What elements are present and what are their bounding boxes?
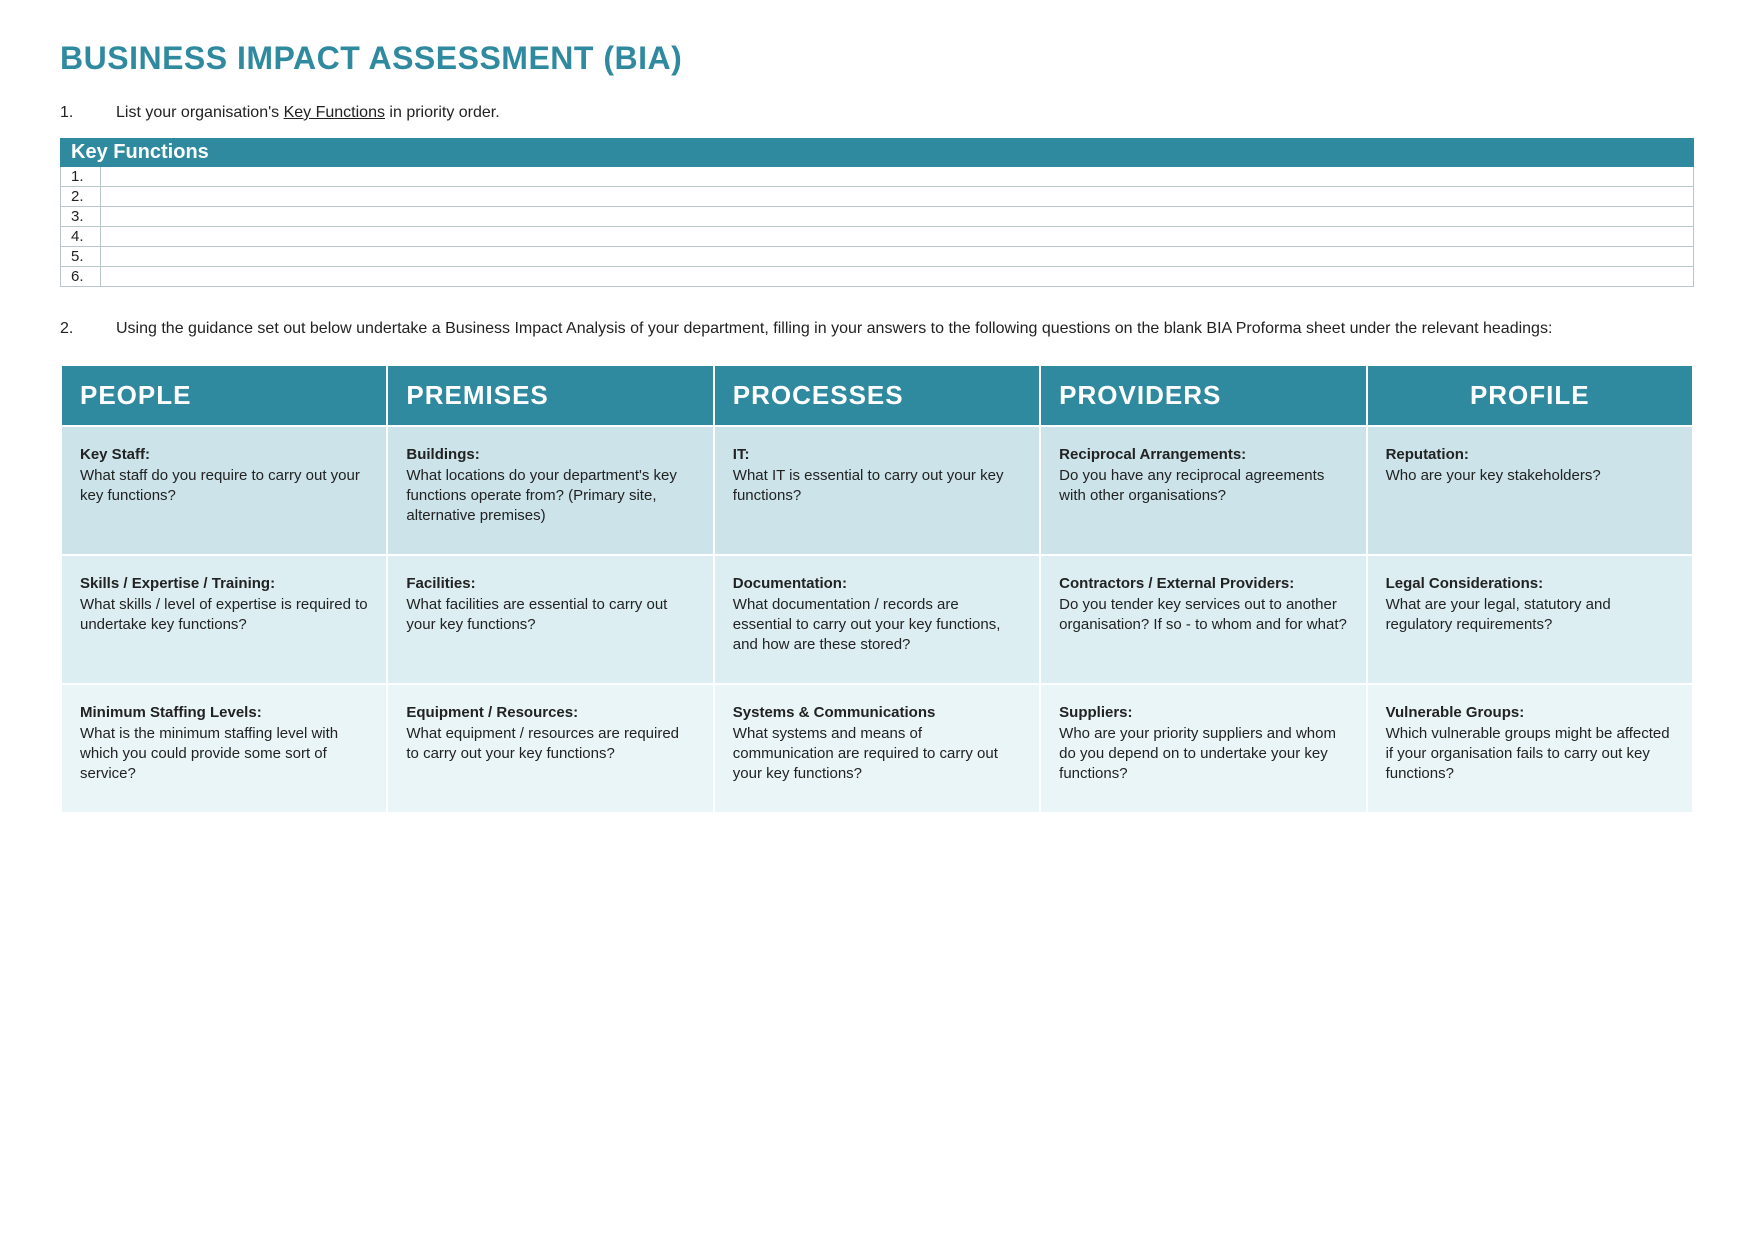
key-functions-cell	[101, 247, 1694, 267]
table-row: 3.	[61, 207, 1694, 227]
table-row: 4.	[61, 227, 1694, 247]
instruction-1: 1. List your organisation's Key Function…	[60, 101, 1694, 124]
instruction-1-text: List your organisation's Key Functions i…	[116, 101, 1694, 124]
guidance-cell: IT:What IT is essential to carry out you…	[714, 426, 1040, 555]
guidance-cell: Contractors / External Providers:Do you …	[1040, 555, 1366, 684]
guidance-cell: Key Staff:What staff do you require to c…	[61, 426, 387, 555]
key-functions-header: Key Functions	[61, 139, 1694, 167]
key-functions-idx: 2.	[61, 187, 101, 207]
instruction-1-pre: List your organisation's	[116, 104, 284, 121]
cell-title: Contractors / External Providers:	[1059, 574, 1347, 594]
cell-body: What locations do your department's key …	[406, 467, 677, 525]
cell-body: What staff do you require to carry out y…	[80, 467, 360, 504]
cell-body: Do you have any reciprocal agreements wi…	[1059, 467, 1324, 504]
guidance-cell: Systems & CommunicationsWhat systems and…	[714, 684, 1040, 813]
cell-body: Who are your key stakeholders?	[1386, 467, 1601, 484]
guidance-col-profile: PROFILE	[1367, 365, 1693, 426]
key-functions-idx: 6.	[61, 267, 101, 287]
cell-title: IT:	[733, 445, 1021, 465]
table-row: Skills / Expertise / Training:What skill…	[61, 555, 1693, 684]
guidance-cell: Facilities:What facilities are essential…	[387, 555, 713, 684]
key-functions-idx: 5.	[61, 247, 101, 267]
cell-body: What IT is essential to carry out your k…	[733, 467, 1004, 504]
cell-body: What skills / level of expertise is requ…	[80, 596, 368, 633]
cell-body: Do you tender key services out to anothe…	[1059, 596, 1347, 633]
guidance-col-premises: PREMISES	[387, 365, 713, 426]
guidance-cell: Skills / Expertise / Training:What skill…	[61, 555, 387, 684]
cell-title: Systems & Communications	[733, 703, 1021, 723]
instruction-1-post: in priority order.	[385, 104, 500, 121]
guidance-cell: Equipment / Resources:What equipment / r…	[387, 684, 713, 813]
guidance-col-people: PEOPLE	[61, 365, 387, 426]
cell-body: Which vulnerable groups might be affecte…	[1386, 725, 1670, 783]
cell-body: What documentation / records are essenti…	[733, 596, 1001, 654]
guidance-cell: Legal Considerations:What are your legal…	[1367, 555, 1693, 684]
cell-title: Reputation:	[1386, 445, 1674, 465]
guidance-cell: Minimum Staffing Levels:What is the mini…	[61, 684, 387, 813]
instruction-1-underlined: Key Functions	[284, 104, 385, 121]
key-functions-cell	[101, 267, 1694, 287]
guidance-cell: Vulnerable Groups:Which vulnerable group…	[1367, 684, 1693, 813]
cell-body: What are your legal, statutory and regul…	[1386, 596, 1611, 633]
key-functions-idx: 4.	[61, 227, 101, 247]
cell-title: Documentation:	[733, 574, 1021, 594]
table-row: 5.	[61, 247, 1694, 267]
cell-title: Vulnerable Groups:	[1386, 703, 1674, 723]
cell-title: Equipment / Resources:	[406, 703, 694, 723]
cell-title: Suppliers:	[1059, 703, 1347, 723]
key-functions-cell	[101, 187, 1694, 207]
cell-body: What equipment / resources are required …	[406, 725, 679, 762]
page-title: BUSINESS IMPACT ASSESSMENT (BIA)	[60, 40, 1694, 77]
table-row: 2.	[61, 187, 1694, 207]
cell-title: Skills / Expertise / Training:	[80, 574, 368, 594]
table-row: Key Staff:What staff do you require to c…	[61, 426, 1693, 555]
key-functions-cell	[101, 227, 1694, 247]
instruction-1-number: 1.	[60, 101, 116, 124]
table-row: 6.	[61, 267, 1694, 287]
instruction-2-text: Using the guidance set out below underta…	[116, 317, 1694, 340]
key-functions-table: Key Functions 1. 2. 3. 4. 5. 6.	[60, 138, 1694, 287]
guidance-cell: Documentation:What documentation / recor…	[714, 555, 1040, 684]
cell-title: Key Staff:	[80, 445, 368, 465]
guidance-col-processes: PROCESSES	[714, 365, 1040, 426]
key-functions-idx: 3.	[61, 207, 101, 227]
guidance-cell: Buildings:What locations do your departm…	[387, 426, 713, 555]
cell-title: Legal Considerations:	[1386, 574, 1674, 594]
guidance-cell: Suppliers:Who are your priority supplier…	[1040, 684, 1366, 813]
cell-title: Buildings:	[406, 445, 694, 465]
guidance-table: PEOPLE PREMISES PROCESSES PROVIDERS PROF…	[60, 364, 1694, 814]
guidance-col-providers: PROVIDERS	[1040, 365, 1366, 426]
guidance-cell: Reputation: Who are your key stakeholders…	[1367, 426, 1693, 555]
cell-title: Minimum Staffing Levels:	[80, 703, 368, 723]
key-functions-cell	[101, 207, 1694, 227]
guidance-cell: Reciprocal Arrangements:Do you have any …	[1040, 426, 1366, 555]
cell-body: What facilities are essential to carry o…	[406, 596, 667, 633]
instruction-2-number: 2.	[60, 317, 116, 340]
cell-body: Who are your priority suppliers and whom…	[1059, 725, 1336, 783]
key-functions-cell	[101, 167, 1694, 187]
table-row: 1.	[61, 167, 1694, 187]
cell-title: Reciprocal Arrangements:	[1059, 445, 1347, 465]
key-functions-idx: 1.	[61, 167, 101, 187]
table-row: Minimum Staffing Levels:What is the mini…	[61, 684, 1693, 813]
cell-title: Facilities:	[406, 574, 694, 594]
cell-body: What systems and means of communication …	[733, 725, 998, 783]
cell-body: What is the minimum staffing level with …	[80, 725, 338, 783]
instruction-2: 2. Using the guidance set out below unde…	[60, 317, 1694, 340]
